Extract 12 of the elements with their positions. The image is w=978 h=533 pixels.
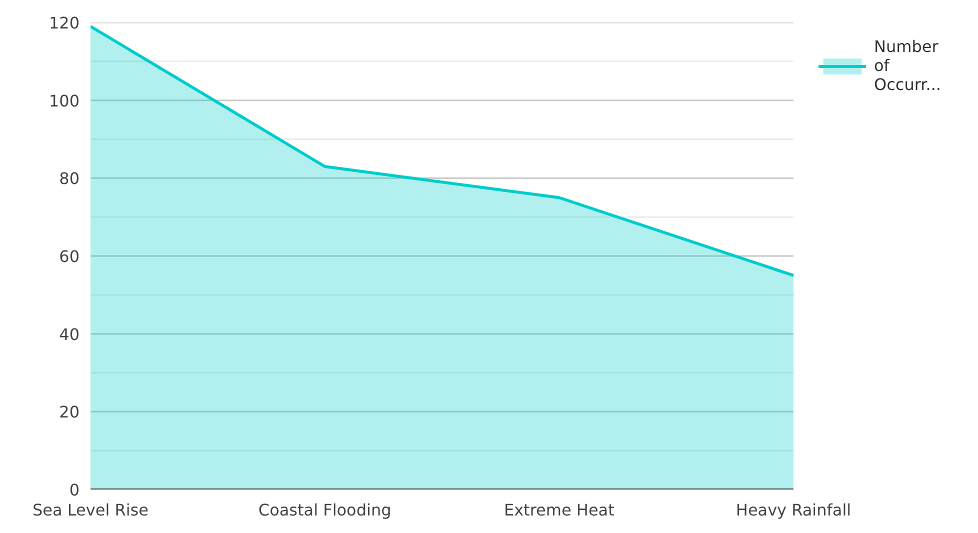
legend-label: Number of Occurr... [874, 37, 941, 94]
x-tick-label: Heavy Rainfall [736, 500, 852, 520]
y-tick-label: 100 [48, 91, 80, 110]
y-tick-label: 40 [59, 324, 80, 344]
x-tick-label: Coastal Flooding [258, 500, 392, 520]
y-tick-label: 20 [59, 402, 80, 422]
x-tick-label: Sea Level Rise [32, 500, 148, 520]
y-tick-label: 120 [48, 14, 80, 32]
y-tick-label: 80 [59, 169, 80, 188]
y-tick-label: 0 [69, 480, 80, 500]
y-tick-label: 60 [59, 247, 80, 266]
x-tick-label: Extreme Heat [504, 500, 614, 520]
